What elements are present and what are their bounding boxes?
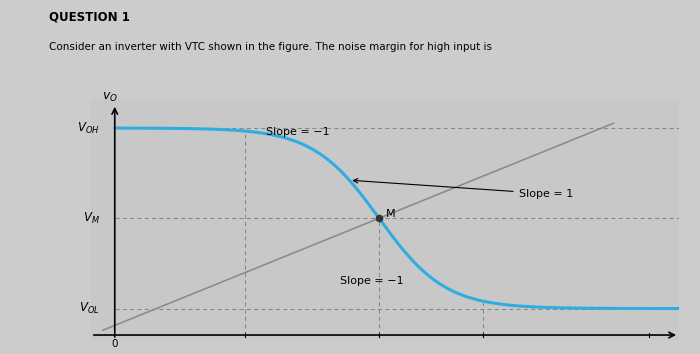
Text: QUESTION 1: QUESTION 1 — [49, 11, 130, 24]
Text: $V_{OL}$: $V_{OL}$ — [79, 301, 100, 316]
Text: Consider an inverter with VTC shown in the figure. The noise margin for high inp: Consider an inverter with VTC shown in t… — [49, 42, 492, 52]
Text: $V_{OH}$: $V_{OH}$ — [78, 120, 100, 136]
Text: 0: 0 — [111, 339, 118, 349]
Text: $v_O$: $v_O$ — [102, 91, 118, 104]
Text: Slope = 1: Slope = 1 — [354, 178, 573, 199]
Text: Slope = −1: Slope = −1 — [266, 127, 330, 137]
Text: $V_M$: $V_M$ — [83, 211, 100, 226]
Text: M: M — [386, 209, 395, 219]
Text: Slope = −1: Slope = −1 — [340, 276, 404, 286]
